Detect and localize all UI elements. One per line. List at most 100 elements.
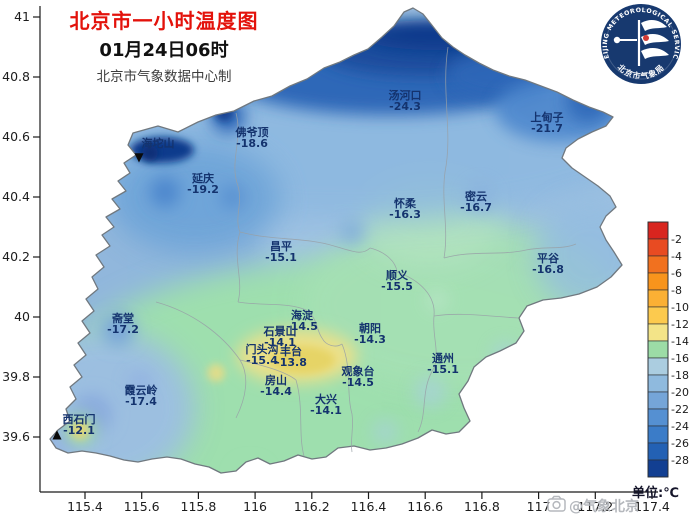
lon-tick-label: 117: [527, 499, 551, 514]
lat-tick-label: 40.2: [2, 249, 30, 264]
station-name: 密云: [465, 189, 487, 203]
station-name: 西石门: [63, 412, 96, 426]
station-name: 斋堂: [111, 311, 134, 325]
station-value: -17.2: [107, 323, 139, 336]
legend-band: [647, 459, 669, 478]
station-value: -14.1: [264, 336, 296, 349]
station-value: -19.2: [187, 183, 219, 196]
station-value: -15.1: [427, 363, 459, 376]
station-value: -16.8: [532, 263, 564, 276]
logo-emblem-icon: [613, 20, 669, 66]
lon-tick-label: 117.2: [577, 499, 613, 514]
peak-marker-icon: ▲: [52, 427, 62, 441]
lat-tick-label: 40.4: [2, 189, 30, 204]
lat-tick-label: 40.8: [2, 69, 30, 84]
legend-band: [647, 374, 669, 393]
logo-arc-text: BEIJING METEOROLOGICAL SERVICE: [0, 0, 680, 60]
legend-tick-label: -6: [671, 267, 682, 280]
legend-band: [647, 221, 669, 240]
legend-tick-label: -2: [671, 233, 682, 246]
station-name: 石景山: [263, 324, 297, 338]
legend-band: [647, 340, 669, 359]
watermark-text: @气象北京: [569, 498, 639, 515]
lat-tick-label: 40: [14, 309, 30, 324]
watermark: @气象北京: [547, 495, 639, 515]
station-value: -14.5: [286, 320, 318, 333]
lon-tick-label: 116.6: [407, 499, 443, 514]
peak-markers: ▼▲: [52, 150, 144, 441]
station-name: 怀柔: [394, 196, 417, 210]
lon-tick-label: 116: [243, 499, 267, 514]
beijing-boundary: [49, 7, 623, 474]
station-value: -14.5: [342, 376, 374, 389]
peak-marker-icon: ▼: [134, 150, 144, 164]
station-value: -12.1: [63, 424, 95, 437]
legend-band: [647, 408, 669, 427]
legend-tick-label: -18: [671, 369, 689, 382]
legend-tick-label: -22: [671, 403, 689, 416]
legend-tick-label: -16: [671, 352, 689, 365]
station-value: -18.6: [236, 137, 268, 150]
legend-tick-label: -26: [671, 437, 689, 450]
lon-tick-label: 115.8: [181, 499, 217, 514]
legend-band: [647, 272, 669, 291]
lon-tick-label: 116.2: [294, 499, 330, 514]
legend-band: [647, 391, 669, 410]
station-name: 延庆: [191, 171, 214, 185]
station-name: 海坨山: [142, 136, 175, 150]
station-value: -14.4: [260, 385, 292, 398]
district-borders: [155, 46, 577, 457]
lat-tick-label: 39.8: [2, 369, 30, 384]
lat-tick-label: 39.6: [2, 429, 30, 444]
station-value: -24.3: [389, 100, 421, 113]
station-value: -21.7: [531, 122, 563, 135]
station-name: 上甸子: [531, 110, 564, 124]
lon-axis: 115.4 115.6 115.8 116 116.2 116.4 116.6 116.8 11…: [67, 492, 670, 514]
station-name: 海淀: [291, 308, 314, 322]
legend-tick-label: -12: [671, 318, 689, 331]
station-name: 佛爷顶: [235, 125, 269, 139]
station-name: 门头沟: [246, 342, 279, 356]
station-name: 霞云岭: [125, 383, 158, 397]
station-name: 观象台: [342, 364, 375, 378]
lon-tick-label: 117.4: [634, 499, 670, 514]
station-name: 平谷: [537, 251, 560, 265]
station-value: -15.1: [265, 251, 297, 264]
station-value: -14.1: [310, 404, 342, 417]
lon-tick-label: 116.8: [464, 499, 500, 514]
legend-band: [647, 255, 669, 274]
lat-tick-label: 40.6: [2, 129, 30, 144]
station-name: 汤河口: [389, 88, 422, 102]
legend-band: [647, 238, 669, 257]
station-name: 房山: [265, 373, 287, 387]
legend-band: [647, 306, 669, 325]
station-name: 丰台: [280, 344, 302, 358]
station-name: 昌平: [270, 240, 292, 253]
legend-tick-label: -20: [671, 386, 689, 399]
camera-icon: [547, 495, 566, 512]
lat-axis: 41 40.8 40.6 40.4 40.2 40 39.8 39.6: [2, 9, 40, 444]
legend-tick-label: -4: [671, 250, 682, 263]
station-name: 通州: [432, 352, 454, 365]
legend-tick-label: -24: [671, 420, 689, 433]
legend-tick-label: -8: [671, 284, 682, 297]
legend: -2 -4 -6 -8 -10 -12 -14 -16 -18 -20 -22 -24 -26 -28 单…: [632, 221, 689, 501]
legend-tick-label: -10: [671, 301, 689, 314]
station-value: -15.5: [381, 280, 413, 293]
lon-tick-label: 115.6: [124, 499, 160, 514]
station-value: -15.4: [246, 354, 278, 367]
legend-tick-label: -14: [671, 335, 689, 348]
lat-tick-label: 41: [14, 9, 30, 24]
axes: [39, 6, 658, 493]
station-value: -17.4: [125, 395, 157, 408]
station-value: -16.3: [389, 208, 421, 221]
station-name: 顺义: [386, 268, 409, 282]
station-labels: 汤河口-24.3上甸子-21.7佛爷顶-18.6海坨山延庆-19.2怀柔-16.…: [63, 88, 564, 437]
legend-band: [647, 442, 669, 461]
station-value: -14.3: [354, 333, 386, 346]
legend-band: [647, 323, 669, 342]
temperature-field: [50, 8, 622, 473]
station-value: -13.8: [275, 356, 307, 369]
station-name: 朝阳: [359, 321, 381, 335]
